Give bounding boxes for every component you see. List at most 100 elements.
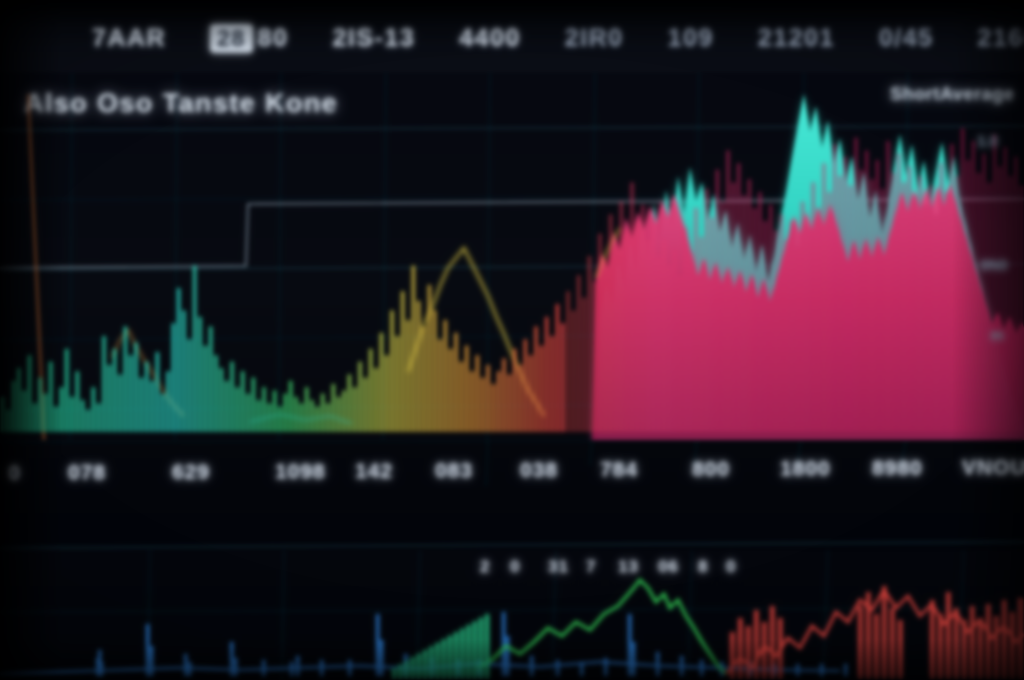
histogram-bar [571, 310, 575, 432]
histogram-bar [22, 390, 26, 432]
sub-x-axis-labels: 2 0 31 7 13 06 8 0 [480, 557, 735, 576]
main-chart-svg[interactable]: Also Oso Tanste Kone [0, 72, 1024, 440]
histogram-bar [118, 374, 122, 432]
sub-red-bar [1010, 612, 1015, 678]
sub-red-bar [938, 614, 943, 678]
x-axis-svg: 0 078 629 1098 142 083 038 784 800 1800 8980 VNOUO [0, 440, 1024, 549]
x-axis-tick-label: 800 [692, 458, 730, 481]
histogram-bar [70, 396, 74, 432]
x-axis-tick-label: 0 [8, 462, 21, 485]
histogram-bar [737, 163, 741, 432]
sub-green-bar [466, 624, 471, 678]
sub-red-bar [754, 610, 759, 678]
toolbar-item-5[interactable]: 109 [667, 23, 714, 52]
histogram-bar [33, 403, 37, 432]
histogram-bar [657, 256, 661, 432]
histogram-bar [470, 371, 474, 432]
toolbar-item-3[interactable]: 4400 [459, 23, 521, 52]
toolbar-item-7[interactable]: 0/45 [878, 23, 934, 52]
histogram-bar [310, 400, 314, 432]
x-axis-labels: 0 078 629 1098 142 083 038 784 800 1800 8980 VNOUO [8, 456, 1024, 485]
x-axis-tick-label: 142 [355, 460, 393, 483]
histogram-bar [385, 355, 389, 432]
sub-green-bar [485, 614, 490, 678]
histogram-bar [838, 176, 842, 432]
histogram-bar [342, 390, 346, 432]
histogram-bar [209, 326, 213, 432]
histogram-bar [582, 297, 586, 432]
histogram-bar [11, 380, 15, 432]
histogram-bar [283, 393, 287, 432]
histogram-bar [97, 403, 101, 432]
histogram-bar [593, 281, 597, 432]
histogram-bar [758, 192, 762, 432]
histogram-bar [251, 377, 255, 432]
sub-blue-bar [184, 654, 188, 676]
histogram-bar [262, 387, 266, 432]
histogram-bar [198, 316, 202, 432]
histogram-bar [81, 400, 85, 432]
histogram-bar [358, 361, 362, 432]
histogram-bar [641, 204, 645, 432]
sub-red-bar [970, 606, 975, 678]
histogram-bar [683, 227, 687, 432]
histogram-bar [273, 390, 277, 432]
chart-title-overlay: Also Oso Tanste Kone [24, 88, 337, 118]
histogram-bar [353, 387, 357, 432]
histogram-bar [379, 332, 383, 432]
toolbar-item-1[interactable]: 28 80 [210, 23, 288, 53]
histogram-bar [315, 406, 319, 432]
histogram-bar [390, 310, 394, 432]
sub-green-bar [398, 664, 403, 678]
histogram-bar [817, 208, 821, 432]
histogram-bar [102, 336, 106, 432]
sub-red-bar [874, 614, 879, 678]
x-axis-tick-label: 1800 [780, 457, 831, 480]
histogram-bar [662, 240, 666, 432]
histogram-bar [427, 284, 431, 432]
sub-red-bar [930, 600, 935, 678]
x-axis-tick-label: 629 [172, 461, 210, 484]
histogram-bar [91, 387, 95, 432]
histogram-bar [27, 355, 31, 432]
axis-ticks [0, 440, 1024, 549]
x-axis-tick-label: 8980 [872, 457, 923, 480]
histogram-bar [747, 179, 751, 432]
histogram-bar [731, 182, 735, 432]
sub-red-bar [730, 632, 735, 678]
histogram-bar [929, 185, 933, 432]
sub-blue-bar [234, 658, 238, 676]
sub-chart-svg[interactable]: 2 0 31 7 13 06 8 0 [0, 550, 1024, 680]
histogram-bar [705, 188, 709, 432]
main-chart-pane[interactable]: Also Oso Tanste Kone [0, 72, 1024, 440]
histogram-bar [486, 364, 490, 432]
histogram-bar [913, 195, 917, 432]
histogram-bar [374, 368, 378, 432]
histogram-bar [481, 377, 485, 432]
histogram-bar [1014, 156, 1018, 433]
toolbar-item-4[interactable]: 2IR0 [564, 23, 624, 52]
histogram-bar [726, 150, 730, 432]
sub-blue-bar [506, 636, 510, 676]
x-axis-tick-label: 078 [68, 462, 106, 485]
sub-blue-bar [100, 662, 104, 676]
sub-chart-pane[interactable]: 2 0 31 7 13 06 8 0 [0, 550, 1024, 680]
histogram-bar [945, 192, 949, 432]
toolbar-item-8[interactable]: 2160 [977, 23, 1024, 52]
toolbar-item-6[interactable]: 21201 [757, 23, 835, 52]
histogram-bar [449, 348, 453, 432]
histogram-bar [635, 220, 639, 432]
y-axis-label-1: 0N0 [980, 257, 1008, 274]
sub-green-bar [435, 642, 440, 678]
histogram-bar [395, 336, 399, 432]
sub-red-bar [946, 592, 951, 678]
toolbar-item-0[interactable]: 7AAR [92, 23, 167, 52]
histogram-bar [75, 371, 79, 432]
histogram-bar [513, 348, 517, 432]
toolbar-item-2[interactable]: 2IS-13 [332, 23, 416, 52]
toolbar-badge[interactable]: 28 [210, 23, 253, 53]
histogram-bar [145, 361, 149, 432]
histogram-bar [801, 201, 805, 432]
sub-green-bar [404, 660, 409, 678]
series-legend: ShortAverage [890, 84, 1014, 104]
